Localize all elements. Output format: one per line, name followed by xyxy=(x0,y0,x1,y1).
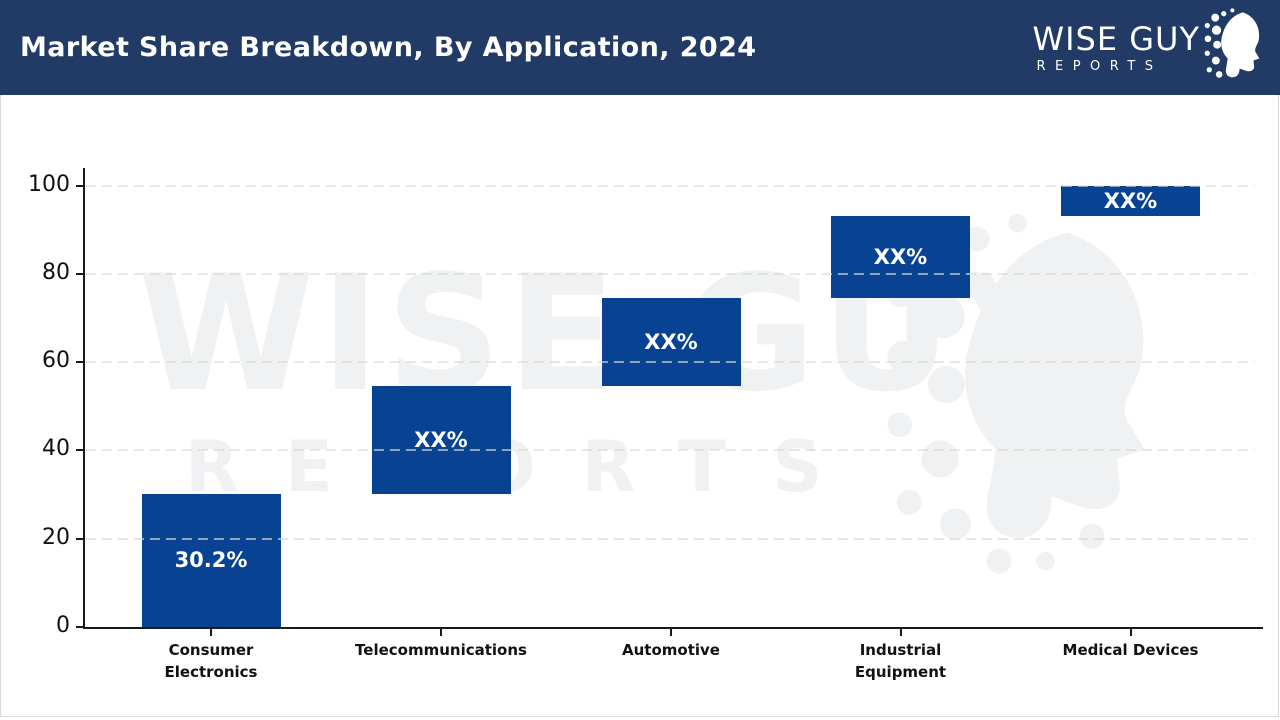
watermark-reports-text: REPORTS xyxy=(185,426,869,508)
y-tick-mark xyxy=(76,626,85,628)
bar-value-label: XX% xyxy=(1103,188,1158,213)
x-axis-label: Industrial Equipment xyxy=(854,641,947,681)
gridline xyxy=(86,449,1255,452)
y-tick-mark xyxy=(76,449,85,452)
y-tick-label: 60 xyxy=(42,348,70,374)
gridline xyxy=(86,361,1255,364)
x-axis-label: Medical Devices xyxy=(1062,641,1199,659)
x-axis-label: Telecommunications xyxy=(355,641,527,659)
page-title: Market Share Breakdown, By Application, … xyxy=(20,32,757,63)
x-axis-label: Automotive xyxy=(622,641,720,659)
header: Market Share Breakdown, By Application, … xyxy=(0,0,1280,95)
bar-value-label: XX% xyxy=(644,330,698,355)
logo-reports-text: REPORTS xyxy=(1036,58,1163,74)
y-tick-label: 0 xyxy=(56,613,70,638)
y-tick-label: 20 xyxy=(42,524,70,550)
logo-wiseguy-text: WISE GUY xyxy=(1032,19,1200,58)
bar-automotive: XX% xyxy=(601,298,741,387)
x-axis-label: Consumer Electronics xyxy=(164,641,258,681)
gridline xyxy=(86,272,1255,275)
x-tick-mark xyxy=(670,629,672,636)
x-tick-mark xyxy=(1129,629,1132,636)
y-tick-mark xyxy=(76,184,85,187)
logo-wordmark: WISE GUY REPORTS xyxy=(1032,23,1200,73)
x-tick-mark xyxy=(899,629,902,636)
bar-consumer-electronics: 30.2% xyxy=(141,493,281,627)
y-tick-label: 80 xyxy=(42,259,70,285)
y-axis xyxy=(83,168,85,629)
x-axis xyxy=(83,627,1263,629)
x-tick-mark xyxy=(440,629,442,636)
y-tick-mark xyxy=(76,537,85,540)
gridline xyxy=(86,537,1255,540)
y-tick-mark xyxy=(76,361,85,364)
bar-value-label: XX% xyxy=(873,245,928,270)
bar-industrial-equipment: XX% xyxy=(831,216,970,299)
y-tick-label: 100 xyxy=(28,171,70,197)
bar-telecommunications: XX% xyxy=(371,386,511,494)
wiseguy-face-icon xyxy=(1204,7,1260,78)
x-tick-mark xyxy=(210,629,212,636)
bar-medical-devices: XX% xyxy=(1061,185,1200,217)
bar-value-label: XX% xyxy=(414,428,468,453)
y-tick-label: 40 xyxy=(42,436,70,462)
gridline xyxy=(86,184,1255,187)
bar-value-label: 30.2% xyxy=(174,548,248,573)
y-tick-mark xyxy=(76,272,85,275)
wiseguy-logo: WISE GUY REPORTS xyxy=(1032,0,1268,95)
